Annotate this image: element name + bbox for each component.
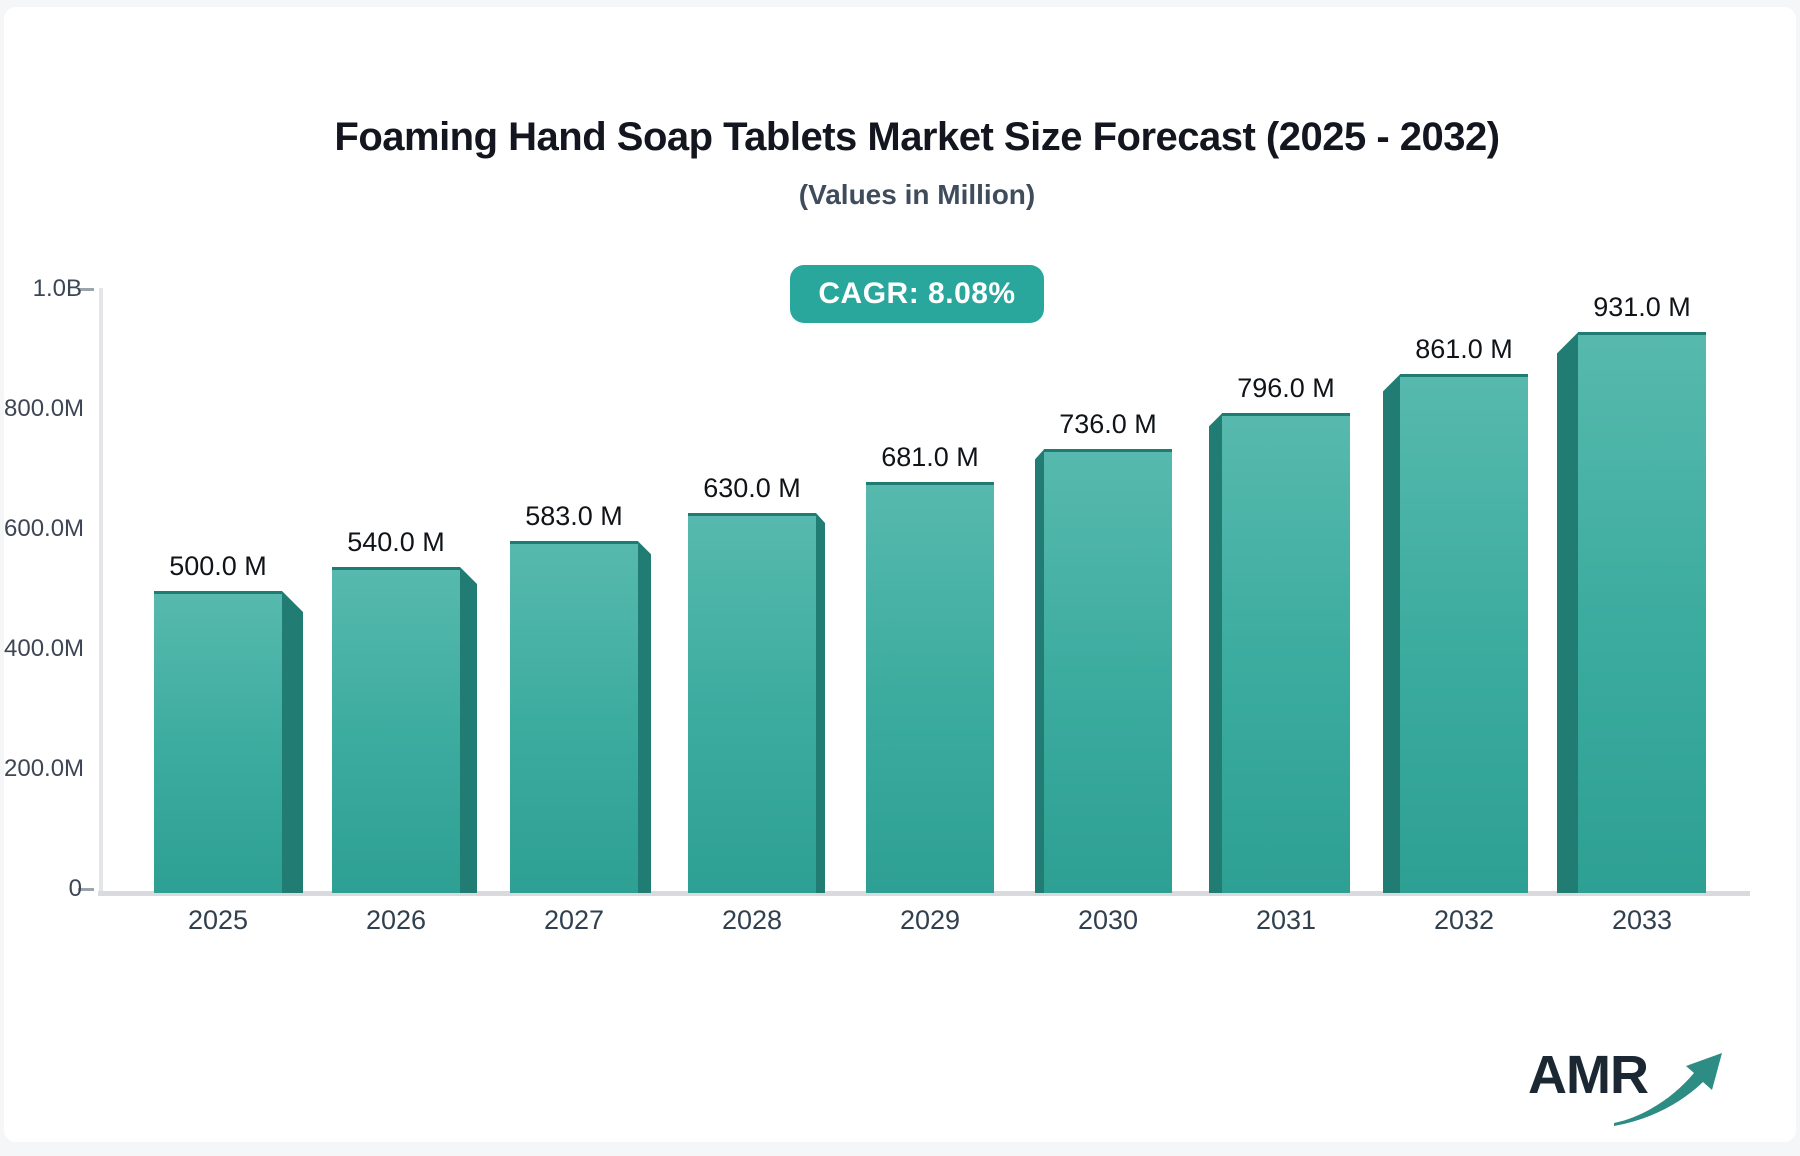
bar-side-face bbox=[816, 513, 825, 893]
cagr-badge-wrap: CAGR: 8.08% bbox=[4, 265, 1796, 323]
x-tick-label: 2027 bbox=[543, 905, 605, 935]
bar-2033[interactable] bbox=[1578, 332, 1706, 893]
x-tick-label: 2025 bbox=[187, 905, 249, 935]
bar-value-label: 583.0 M bbox=[525, 501, 623, 532]
bar-side-face bbox=[1209, 413, 1222, 893]
y-tick-label: 400.0M bbox=[4, 635, 85, 662]
y-axis-top-tick bbox=[78, 288, 94, 291]
bar-2027[interactable] bbox=[510, 541, 638, 893]
chart-subtitle: (Values in Million) bbox=[798, 179, 1036, 210]
bar-side-face bbox=[638, 541, 651, 893]
x-axis-line bbox=[98, 891, 1750, 896]
bar-side-face bbox=[460, 567, 477, 893]
bar-2026[interactable] bbox=[332, 567, 460, 893]
bar-value-label: 796.0 M bbox=[1237, 373, 1335, 404]
y-tick-label: 800.0M bbox=[4, 395, 85, 422]
bar-value-label: 681.0 M bbox=[881, 442, 979, 473]
bar-value-label: 630.0 M bbox=[703, 473, 801, 503]
bar-value-label: 736.0 M bbox=[1059, 409, 1157, 440]
amr-logo-text: AMR bbox=[1528, 1045, 1648, 1105]
chart-card: Foaming Hand Soap Tablets Market Size Fo… bbox=[4, 7, 1796, 1142]
x-tick-label: 2026 bbox=[365, 905, 427, 935]
x-tick-label: 2033 bbox=[1611, 905, 1673, 935]
x-tick-label: 2031 bbox=[1255, 905, 1317, 935]
y-tick-label: 0 bbox=[68, 875, 82, 902]
amr-logo-arrow-icon bbox=[1614, 1053, 1722, 1126]
bar-2029[interactable] bbox=[866, 482, 994, 893]
y-tick-label: 1.0B bbox=[32, 275, 82, 302]
cagr-badge: CAGR: 8.08% bbox=[790, 265, 1044, 323]
bar-2032[interactable] bbox=[1400, 374, 1528, 893]
bar-side-face bbox=[1557, 332, 1578, 893]
bar-2028[interactable] bbox=[688, 513, 816, 893]
bar-2025[interactable] bbox=[154, 591, 282, 893]
bar-side-face bbox=[282, 591, 303, 893]
x-tick-label: 2028 bbox=[721, 905, 783, 935]
x-tick-label: 2029 bbox=[899, 905, 961, 935]
x-tick-label: 2030 bbox=[1077, 905, 1139, 935]
x-tick-label: 2032 bbox=[1433, 905, 1495, 935]
bar-value-label: 931.0 M bbox=[1593, 292, 1691, 323]
bar-value-label: 861.0 M bbox=[1415, 334, 1513, 365]
y-axis-zero-tick bbox=[78, 888, 94, 891]
bar-side-face bbox=[1035, 449, 1044, 893]
bar-value-label: 540.0 M bbox=[347, 527, 445, 557]
y-tick-label: 200.0M bbox=[4, 755, 85, 782]
y-axis-line bbox=[99, 288, 103, 896]
bar-2031[interactable] bbox=[1222, 413, 1350, 893]
y-tick-label: 600.0M bbox=[4, 515, 85, 542]
bar-value-label: 500.0 M bbox=[169, 551, 267, 581]
amr-logo: AMR bbox=[1528, 1045, 1722, 1126]
bar-side-face bbox=[1383, 374, 1400, 893]
bar-2030[interactable] bbox=[1044, 449, 1172, 893]
chart-title: Foaming Hand Soap Tablets Market Size Fo… bbox=[334, 115, 1500, 159]
